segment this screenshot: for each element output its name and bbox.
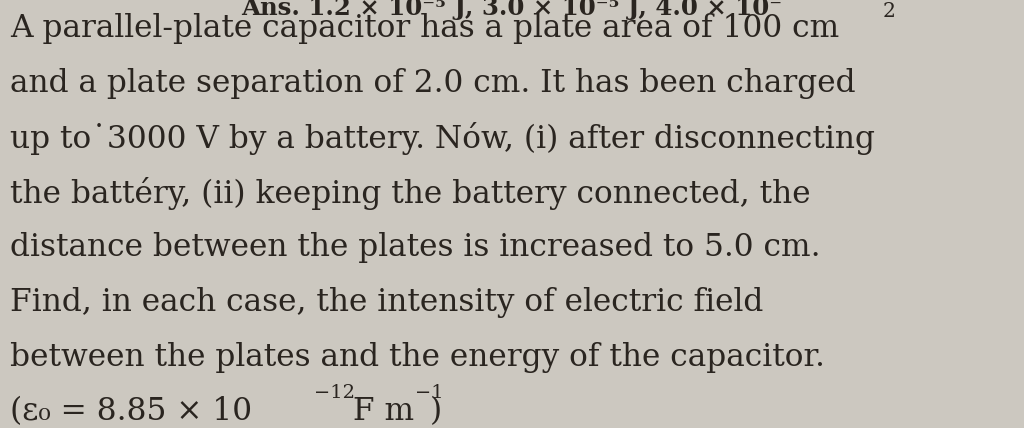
Text: the battéry, (ii) keeping the battery connected, the: the battéry, (ii) keeping the battery co… — [10, 177, 811, 210]
Text: up to˙3000 V by a battery. Nów, (i) after disconnecting: up to˙3000 V by a battery. Nów, (i) afte… — [10, 122, 876, 155]
Text: and a plate separation of 2.0 cm. It has been charged: and a plate separation of 2.0 cm. It has… — [10, 68, 856, 98]
Text: Find, in each case, the intensity of electric field: Find, in each case, the intensity of ele… — [10, 287, 764, 318]
Text: (ε₀ = 8.85 × 10: (ε₀ = 8.85 × 10 — [10, 396, 252, 427]
Text: ): ) — [430, 396, 442, 427]
Text: F m: F m — [343, 396, 414, 427]
Text: A parallel-plate capacitor has a plate area of 100 cm: A parallel-plate capacitor has a plate a… — [10, 13, 840, 44]
Text: Ans. 1.2 × 10⁻⁵ J, 3.0 × 10⁻⁵ J, 4.0 × 10⁻: Ans. 1.2 × 10⁻⁵ J, 3.0 × 10⁻⁵ J, 4.0 × 1… — [242, 0, 782, 20]
Text: distance between the plates is increased to 5.0 cm.: distance between the plates is increased… — [10, 232, 821, 263]
Text: −1: −1 — [415, 384, 443, 402]
Text: −12: −12 — [314, 384, 355, 402]
Text: between the plates and the energy of the capacitor.: between the plates and the energy of the… — [10, 342, 825, 372]
Text: 2: 2 — [883, 2, 896, 21]
